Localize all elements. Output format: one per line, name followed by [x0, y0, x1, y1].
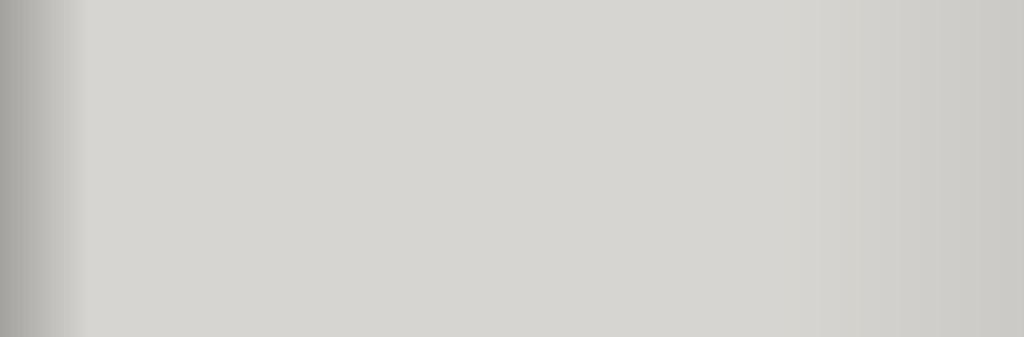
Text: (c)   0.15 A: (c) 0.15 A [113, 61, 224, 80]
Text: (a)   1.4: (a) 1.4 [845, 94, 912, 111]
Text: (d) 1.5 A: (d) 1.5 A [502, 61, 590, 80]
Text: shows (: shows ( [855, 286, 922, 303]
Text: (c)   2 V: (c) 2 V [845, 142, 913, 158]
Text: (a)   1: (a) 1 [855, 320, 906, 337]
Text: and two: and two [855, 219, 926, 236]
Text: n identical cells, each of emf ε and internal resistance r,: n identical cells, each of emf ε and int… [118, 318, 690, 337]
Text: (d)  8: (d) 8 [558, 278, 612, 297]
Text: (b) 5.1 A: (b) 5.1 A [502, 10, 584, 28]
Text: 123.: 123. [51, 318, 100, 337]
Text: 4: 4 [681, 10, 693, 28]
Text: (a)  0: (a) 0 [118, 278, 171, 297]
Text: 32 cells each of emf 3 V are connected in series and kept: 32 cells each of emf 3 V are connected i… [118, 118, 702, 137]
Text: (b)  2: (b) 2 [271, 278, 326, 297]
Text: 84 V. The number of cells reversed in the connection is: 84 V. The number of cells reversed in th… [118, 229, 680, 248]
Text: 130. A galva: 130. A galva [824, 182, 944, 199]
Text: (a): (a) [159, 10, 184, 28]
Text: in a box. Externally, the combination shows an emf of: in a box. Externally, the combination sh… [138, 175, 685, 194]
Text: (c) 4: (c) 4 [425, 278, 471, 297]
Text: a curren: a curren [855, 253, 930, 270]
Text: 122.: 122. [51, 118, 100, 138]
Text: 3: 3 [763, 10, 775, 28]
